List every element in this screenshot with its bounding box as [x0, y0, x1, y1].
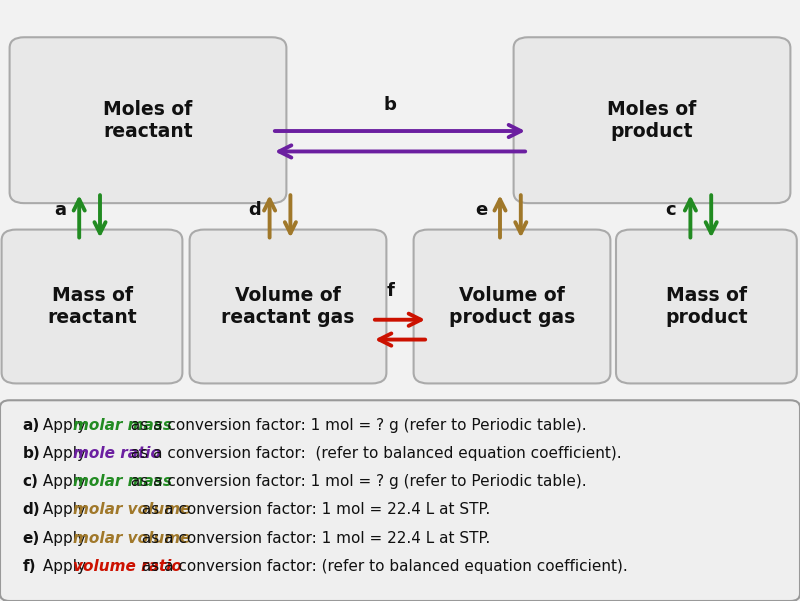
Text: as a conversion factor: 1 mol = ? g (refer to Periodic table).: as a conversion factor: 1 mol = ? g (ref…: [126, 474, 587, 489]
Text: mole ratio: mole ratio: [73, 446, 161, 461]
Text: b: b: [384, 96, 397, 114]
FancyBboxPatch shape: [10, 37, 286, 203]
FancyBboxPatch shape: [2, 230, 182, 383]
Text: as a conversion factor: 1 mol = ? g (refer to Periodic table).: as a conversion factor: 1 mol = ? g (ref…: [126, 418, 587, 433]
Text: Volume of
product gas: Volume of product gas: [449, 286, 575, 327]
FancyBboxPatch shape: [514, 37, 790, 203]
Text: volume ratio: volume ratio: [73, 559, 182, 574]
Text: c): c): [22, 474, 38, 489]
FancyBboxPatch shape: [616, 230, 797, 383]
Text: e): e): [22, 531, 40, 546]
Text: molar volume: molar volume: [73, 502, 190, 517]
Text: Mass of
product: Mass of product: [665, 286, 748, 327]
Text: Apply: Apply: [38, 474, 91, 489]
Text: molar mass: molar mass: [73, 418, 172, 433]
Text: as a conversion factor: 1 mol = 22.4 L at STP.: as a conversion factor: 1 mol = 22.4 L a…: [137, 531, 490, 546]
Text: as a conversion factor:  (refer to balanced equation coefficient).: as a conversion factor: (refer to balanc…: [126, 446, 622, 461]
Text: a: a: [54, 201, 66, 219]
Text: as a conversion factor: 1 mol = 22.4 L at STP.: as a conversion factor: 1 mol = 22.4 L a…: [137, 502, 490, 517]
Text: Apply: Apply: [38, 559, 91, 574]
Text: d: d: [248, 201, 261, 219]
Text: Apply: Apply: [38, 446, 91, 461]
Text: Moles of
product: Moles of product: [607, 100, 697, 141]
Text: as a conversion factor: (refer to balanced equation coefficient).: as a conversion factor: (refer to balanc…: [137, 559, 628, 574]
Text: molar mass: molar mass: [73, 474, 172, 489]
Text: f: f: [386, 282, 394, 300]
Text: e: e: [475, 201, 487, 219]
Text: d): d): [22, 502, 40, 517]
Text: c: c: [666, 201, 676, 219]
Text: molar volume: molar volume: [73, 531, 190, 546]
Text: a): a): [22, 418, 40, 433]
FancyBboxPatch shape: [0, 400, 800, 601]
FancyBboxPatch shape: [190, 230, 386, 383]
Text: Moles of
reactant: Moles of reactant: [103, 100, 193, 141]
Text: f): f): [22, 559, 36, 574]
Text: Apply: Apply: [38, 502, 91, 517]
FancyBboxPatch shape: [414, 230, 610, 383]
Text: Apply: Apply: [38, 531, 91, 546]
Text: Volume of
reactant gas: Volume of reactant gas: [222, 286, 354, 327]
Text: Mass of
reactant: Mass of reactant: [47, 286, 137, 327]
Text: b): b): [22, 446, 40, 461]
Text: Apply: Apply: [38, 418, 91, 433]
